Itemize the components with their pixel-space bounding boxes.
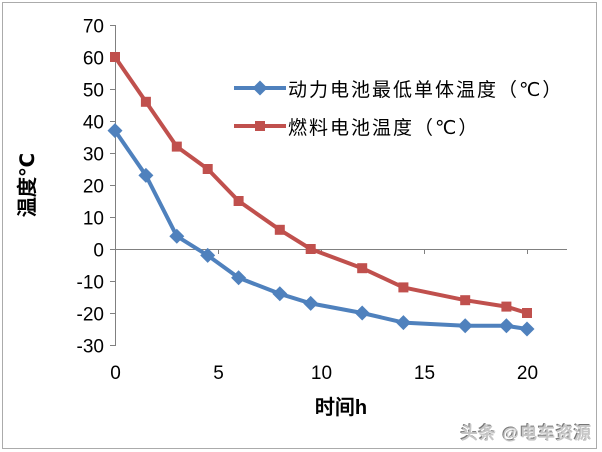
diamond-marker [519,321,535,337]
diamond-marker [252,80,268,96]
square-marker [305,244,316,254]
diamond-marker [354,305,370,321]
diamond-marker [395,315,411,331]
x-tick-label: 15 [414,363,435,384]
square-marker [255,121,265,131]
y-tick-label: 20 [83,177,104,198]
series-diamond [107,123,535,337]
legend-item: 动力电池最低单体温度（℃） [234,74,563,102]
square-marker [140,96,151,107]
square-marker [171,141,182,152]
diamond-marker [169,228,185,244]
y-tick-label: 70 [83,17,104,38]
series-square [110,52,532,318]
y-tick-label: 60 [83,49,104,70]
x-tick-label: 5 [213,363,224,384]
y-tick-label: 50 [83,81,104,102]
y-axis-title: 温度℃ [17,152,39,218]
diamond-marker [272,286,288,302]
x-tick-label: 10 [311,363,332,384]
square-marker [233,196,244,206]
y-tick-label: 0 [93,241,104,262]
x-tick-label: 0 [110,363,121,384]
legend-key-diamond-icon [234,80,286,96]
square-marker [357,263,368,274]
y-tick-label: -10 [77,273,104,294]
diamond-marker [457,318,473,334]
square-marker [398,282,409,293]
square-marker [501,301,512,312]
diamond-marker [138,167,154,183]
x-axis-title: 时间h [314,397,368,419]
square-marker [202,164,213,174]
diamond-marker [231,270,247,286]
y-tick-label: -30 [77,337,104,358]
diamond-marker [107,123,123,139]
x-tick-label: 20 [517,363,538,384]
square-marker [522,308,532,318]
legend-label: 动力电池最低单体温度（℃） [288,79,564,101]
diamond-marker [303,295,319,311]
square-marker [110,52,120,62]
y-tick-label: 30 [83,145,104,166]
y-tick-label: 40 [83,113,104,134]
legend: 动力电池最低单体温度（℃） 燃料电池温度（℃） [234,74,563,140]
y-tick-label: -20 [77,305,104,326]
diamond-marker [200,247,216,263]
watermark: 头条 @电车资源 [460,424,592,443]
square-marker [460,295,471,306]
legend-key-square-icon [234,121,286,131]
diamond-marker [498,318,514,334]
series-line [113,55,529,315]
legend-item: 燃料电池温度（℃） [234,112,563,140]
legend-label: 燃料电池温度（℃） [288,117,480,139]
square-marker [274,224,285,235]
y-tick-label: 10 [83,209,104,230]
